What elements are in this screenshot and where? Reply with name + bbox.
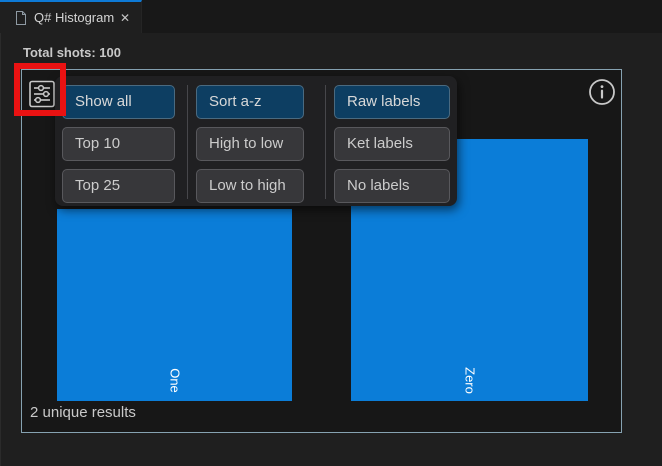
total-shots-text: Total shots: 100 xyxy=(23,45,122,60)
no-labels-button[interactable]: No labels xyxy=(334,169,450,203)
high-to-low-button[interactable]: High to low xyxy=(196,127,304,161)
tab-qsharp-histogram[interactable]: Q# Histogram ✕ xyxy=(0,0,142,33)
histogram-bar-one[interactable]: One xyxy=(57,209,292,401)
histogram-panel: One Zero Show all Top 10 Top 25 Sort a-z xyxy=(21,69,622,433)
file-icon xyxy=(16,10,26,25)
low-to-high-button[interactable]: Low to high xyxy=(196,169,304,203)
close-icon[interactable]: ✕ xyxy=(119,10,130,25)
filter-sliders-icon xyxy=(28,80,55,108)
top-25-button[interactable]: Top 25 xyxy=(62,169,175,203)
bar-label-zero: Zero xyxy=(462,367,477,394)
unique-results-text: 2 unique results xyxy=(30,404,136,421)
raw-labels-button[interactable]: Raw labels xyxy=(334,85,450,119)
top-10-button[interactable]: Top 10 xyxy=(62,127,175,161)
tab-title: Q# Histogram xyxy=(34,10,115,25)
info-button[interactable] xyxy=(588,78,616,106)
filter-button[interactable] xyxy=(25,77,58,111)
editor-tab-bar: Q# Histogram ✕ xyxy=(0,0,662,33)
ket-labels-button[interactable]: Ket labels xyxy=(334,127,450,161)
popup-divider xyxy=(187,85,188,199)
popup-divider xyxy=(325,85,326,199)
editor-left-edge xyxy=(0,33,1,466)
show-all-button[interactable]: Show all xyxy=(62,85,175,119)
sort-az-button[interactable]: Sort a-z xyxy=(196,85,304,119)
bar-label-one: One xyxy=(167,368,182,393)
info-icon xyxy=(589,79,615,105)
filter-popup: Show all Top 10 Top 25 Sort a-z High to … xyxy=(55,76,457,206)
